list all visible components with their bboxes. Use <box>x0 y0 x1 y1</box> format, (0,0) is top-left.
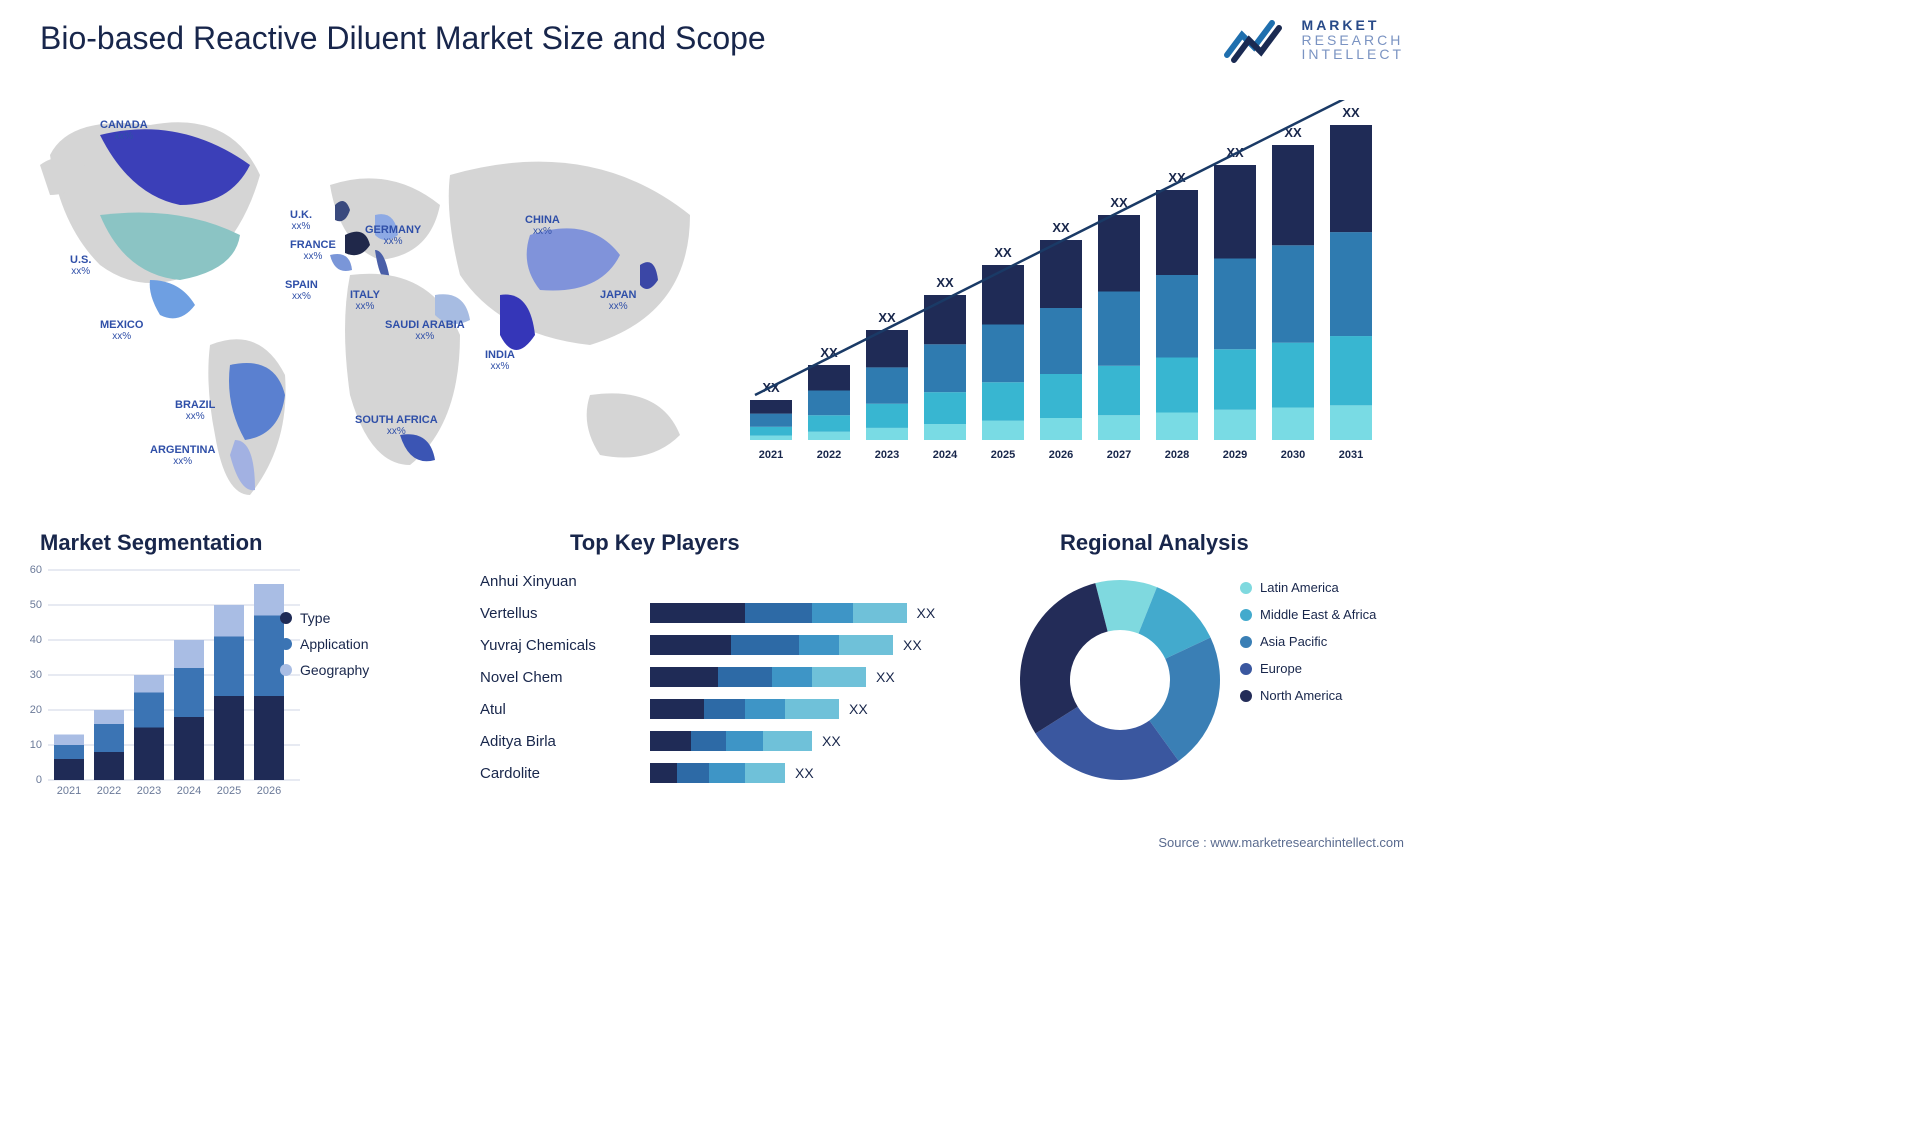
svg-text:2022: 2022 <box>97 785 121 797</box>
player-bar <box>650 667 866 687</box>
country-label: BRAZILxx% <box>175 400 215 422</box>
region-legend-item: Europe <box>1240 661 1376 676</box>
segmentation-heading: Market Segmentation <box>40 530 263 556</box>
regional-heading: Regional Analysis <box>1060 530 1249 556</box>
svg-text:XX: XX <box>1342 105 1360 120</box>
player-row: Cardolite XX <box>480 757 980 789</box>
segmentation-chart: 0 10 20 30 40 50 60 2021 2022 2023 2024 2025 2026 <box>20 560 460 810</box>
svg-text:30: 30 <box>30 669 42 681</box>
player-name: Atul <box>480 701 650 718</box>
svg-text:0: 0 <box>36 774 42 786</box>
svg-text:2021: 2021 <box>759 449 783 461</box>
country-label: MEXICOxx% <box>100 320 143 342</box>
player-value: XX <box>903 637 922 653</box>
player-bar <box>650 699 839 719</box>
country-label: JAPANxx% <box>600 290 636 312</box>
regional-legend: Latin America Middle East & Africa Asia Pa… <box>1240 580 1376 715</box>
svg-text:2030: 2030 <box>1281 449 1305 461</box>
region-legend-item: Asia Pacific <box>1240 634 1376 649</box>
country-label: FRANCExx% <box>290 240 336 262</box>
logo-line2: RESEARCH <box>1302 33 1404 48</box>
region-legend-item: North America <box>1240 688 1376 703</box>
country-label: INDIAxx% <box>485 350 515 372</box>
seg-legend-item: Type <box>280 610 369 626</box>
svg-text:50: 50 <box>30 599 42 611</box>
player-row: Novel Chem XX <box>480 661 980 693</box>
player-bar <box>650 635 893 655</box>
player-name: Anhui Xinyuan <box>480 573 650 590</box>
country-label: SPAINxx% <box>285 280 318 302</box>
svg-text:2022: 2022 <box>817 449 841 461</box>
player-row: Atul XX <box>480 693 980 725</box>
player-row: Vertellus XX <box>480 597 980 629</box>
player-value: XX <box>795 765 814 781</box>
region-legend-item: Latin America <box>1240 580 1376 595</box>
svg-text:2027: 2027 <box>1107 449 1131 461</box>
svg-text:2026: 2026 <box>257 785 281 797</box>
svg-text:2029: 2029 <box>1223 449 1247 461</box>
seg-legend-item: Application <box>280 636 369 652</box>
country-label: U.K.xx% <box>290 210 312 232</box>
player-name: Yuvraj Chemicals <box>480 637 650 654</box>
svg-text:2031: 2031 <box>1339 449 1363 461</box>
logo-line3: INTELLECT <box>1302 47 1404 62</box>
player-name: Cardolite <box>480 765 650 782</box>
svg-text:10: 10 <box>30 739 42 751</box>
svg-text:2026: 2026 <box>1049 449 1073 461</box>
page-title: Bio-based Reactive Diluent Market Size a… <box>40 20 766 57</box>
player-row: Anhui Xinyuan <box>480 565 980 597</box>
svg-text:20: 20 <box>30 704 42 716</box>
svg-text:2025: 2025 <box>217 785 241 797</box>
players-heading: Top Key Players <box>570 530 740 556</box>
country-label: CHINAxx% <box>525 215 560 237</box>
svg-text:2024: 2024 <box>933 449 958 461</box>
player-row: Yuvraj Chemicals XX <box>480 629 980 661</box>
country-label: ITALYxx% <box>350 290 380 312</box>
country-label: CANADAxx% <box>100 120 148 142</box>
player-name: Novel Chem <box>480 669 650 686</box>
country-label: GERMANYxx% <box>365 225 421 247</box>
country-label: SAUDI ARABIAxx% <box>385 320 465 342</box>
player-name: Vertellus <box>480 605 650 622</box>
svg-text:XX: XX <box>878 310 896 325</box>
player-value: XX <box>876 669 895 685</box>
seg-legend-item: Geography <box>280 662 369 678</box>
players-chart: Anhui XinyuanVertellusXXYuvraj Chemicals… <box>480 565 980 789</box>
player-bar <box>650 731 812 751</box>
region-legend-item: Middle East & Africa <box>1240 607 1376 622</box>
main-bar-chart: XX2021XX2022XX2023XX2024XX2025XX2026XX20… <box>740 100 1400 470</box>
player-row: Aditya Birla XX <box>480 725 980 757</box>
player-value: XX <box>849 701 868 717</box>
svg-text:60: 60 <box>30 564 42 576</box>
player-bar <box>650 603 907 623</box>
svg-text:XX: XX <box>994 245 1012 260</box>
logo-icon <box>1222 15 1292 65</box>
svg-text:XX: XX <box>1052 220 1070 235</box>
player-value: XX <box>822 733 841 749</box>
player-name: Aditya Birla <box>480 733 650 750</box>
world-map: CANADAxx% U.S.xx% MEXICOxx% BRAZILxx% ARGENT… <box>30 95 720 495</box>
svg-text:2024: 2024 <box>177 785 201 797</box>
logo-line1: MARKET <box>1302 18 1404 33</box>
segmentation-legend: Type Application Geography <box>280 610 369 688</box>
country-label: ARGENTINAxx% <box>150 445 215 467</box>
svg-text:2025: 2025 <box>991 449 1015 461</box>
svg-text:XX: XX <box>936 275 954 290</box>
svg-text:40: 40 <box>30 634 42 646</box>
svg-text:2021: 2021 <box>57 785 81 797</box>
player-bar <box>650 763 785 783</box>
svg-text:2028: 2028 <box>1165 449 1189 461</box>
brand-logo: MARKET RESEARCH INTELLECT <box>1222 15 1404 65</box>
country-label: U.S.xx% <box>70 255 91 277</box>
svg-text:2023: 2023 <box>875 449 899 461</box>
svg-text:2023: 2023 <box>137 785 161 797</box>
player-value: XX <box>917 605 936 621</box>
country-label: SOUTH AFRICAxx% <box>355 415 438 437</box>
source-line: Source : www.marketresearchintellect.com <box>1158 835 1404 850</box>
